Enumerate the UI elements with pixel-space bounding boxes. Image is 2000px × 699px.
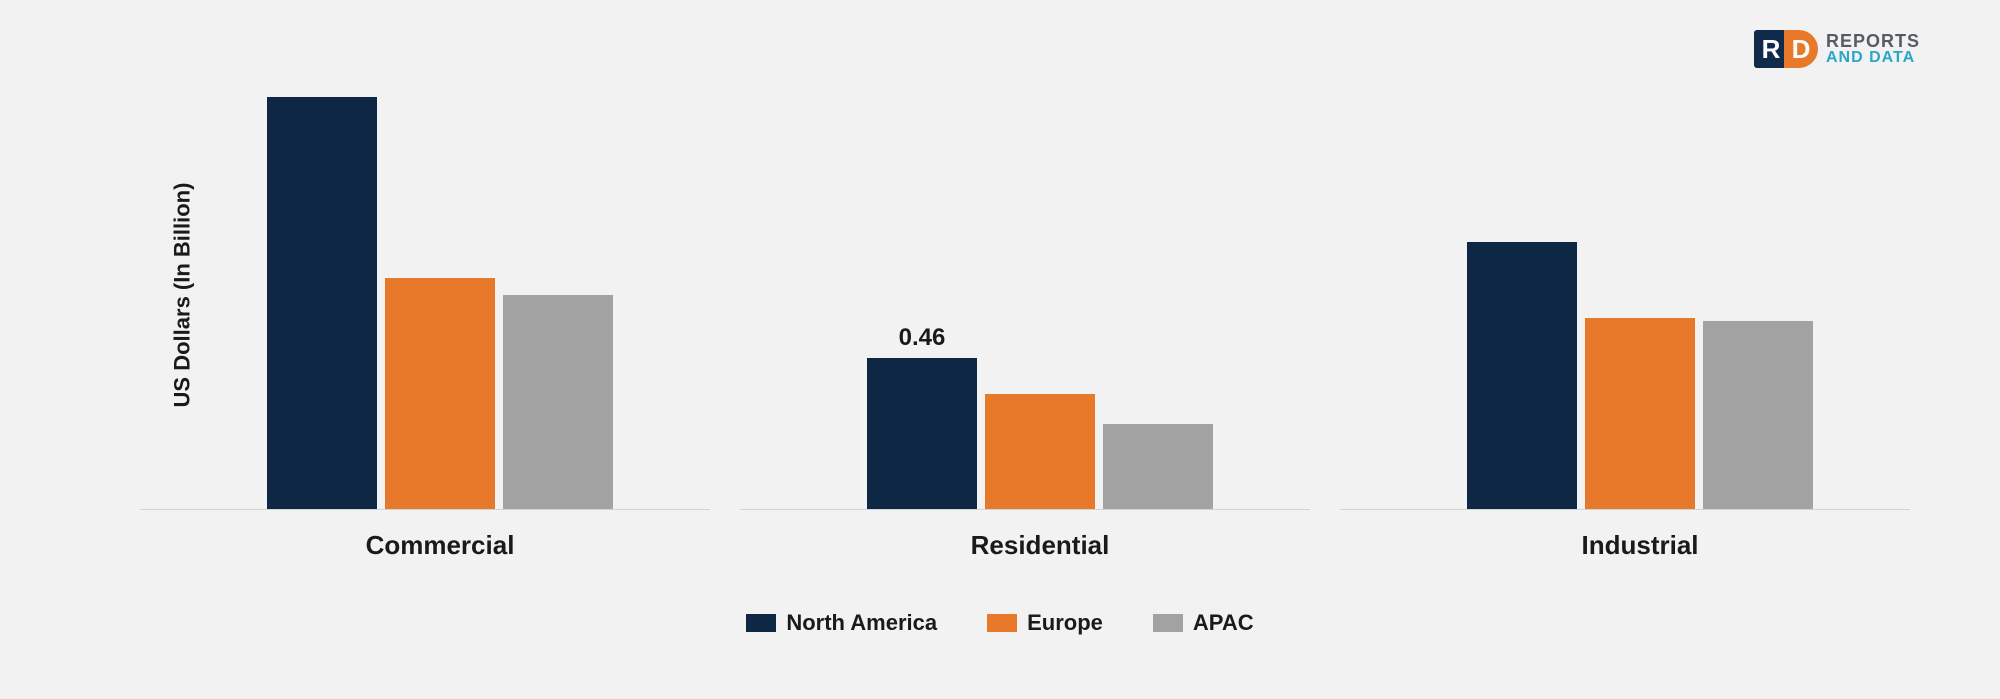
bar bbox=[1103, 424, 1213, 510]
bar bbox=[1585, 318, 1695, 510]
legend-item: APAC bbox=[1153, 610, 1254, 636]
bar-cluster: 0.46 bbox=[867, 358, 1213, 510]
bar-cluster bbox=[267, 97, 613, 510]
logo-letter-r: R bbox=[1754, 30, 1788, 68]
category-group: 0.46 bbox=[740, 80, 1340, 510]
legend: North America Europe APAC bbox=[0, 610, 2000, 636]
logo-text-line1: REPORTS bbox=[1826, 32, 1920, 50]
bar-value-label: 0.46 bbox=[899, 324, 946, 352]
logo-letter-d: D bbox=[1784, 30, 1818, 68]
x-axis-category: Residential bbox=[740, 530, 1340, 561]
bar bbox=[385, 278, 495, 510]
category-group bbox=[1340, 80, 1940, 510]
x-axis: CommercialResidentialIndustrial bbox=[140, 530, 1940, 561]
x-axis-category: Commercial bbox=[140, 530, 740, 561]
legend-label: North America bbox=[786, 610, 937, 636]
brand-logo-text: REPORTS AND DATA bbox=[1826, 32, 1920, 66]
logo-text-line2: AND DATA bbox=[1826, 50, 1920, 66]
bar bbox=[503, 295, 613, 510]
bar bbox=[1467, 242, 1577, 510]
legend-label: Europe bbox=[1027, 610, 1103, 636]
bar bbox=[267, 97, 377, 510]
legend-label: APAC bbox=[1193, 610, 1254, 636]
category-group bbox=[140, 80, 740, 510]
legend-swatch bbox=[987, 614, 1017, 632]
legend-item: Europe bbox=[987, 610, 1103, 636]
bar: 0.46 bbox=[867, 358, 977, 510]
brand-logo: R D REPORTS AND DATA bbox=[1754, 30, 1920, 68]
chart-canvas: R D REPORTS AND DATA US Dollars (In Bill… bbox=[0, 0, 2000, 699]
x-axis-category: Industrial bbox=[1340, 530, 1940, 561]
legend-item: North America bbox=[746, 610, 937, 636]
bar bbox=[1703, 321, 1813, 510]
bar-cluster bbox=[1467, 242, 1813, 510]
brand-logo-mark: R D bbox=[1754, 30, 1818, 68]
bar bbox=[985, 394, 1095, 510]
legend-swatch bbox=[1153, 614, 1183, 632]
legend-swatch bbox=[746, 614, 776, 632]
plot-area: 0.46 bbox=[140, 80, 1940, 510]
